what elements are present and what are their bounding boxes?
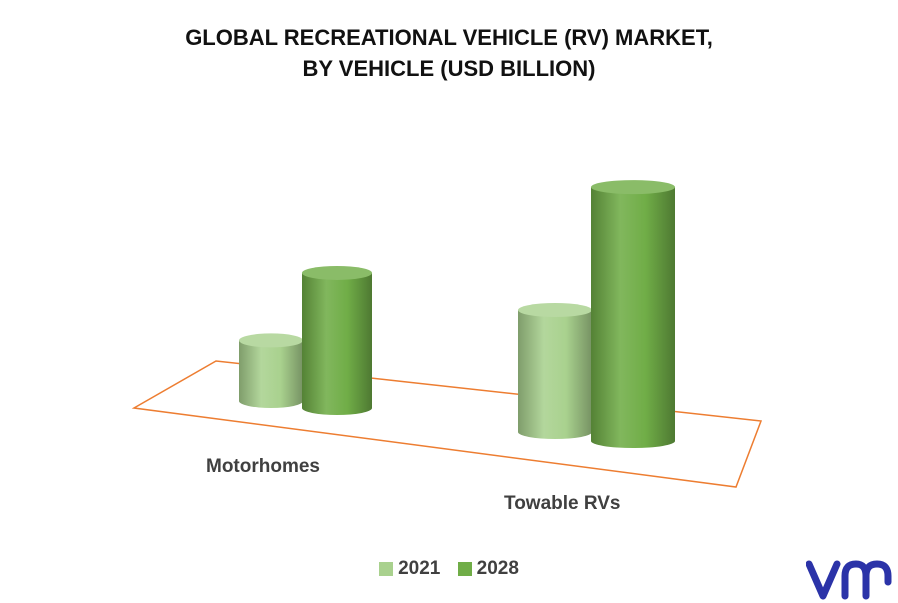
bar-body (591, 187, 675, 448)
bar-top (302, 265, 372, 280)
vmr-logo-icon (806, 560, 892, 600)
bar-body (302, 272, 372, 415)
legend-item-2028: 2028 (457, 558, 519, 580)
legend-item-2021: 2021 (379, 558, 440, 580)
chart-title-line-2: BY VEHICLE (USD BILLION) (302, 56, 596, 81)
bar-top (239, 333, 303, 348)
bar-top (518, 303, 592, 318)
bar-top (591, 180, 675, 195)
category-label-motorhomes: Motorhomes (206, 456, 320, 477)
legend-label-2028: 2028 (476, 558, 519, 579)
legend-swatch-2021 (379, 562, 394, 576)
bar-body (239, 340, 303, 408)
chart-bars (239, 180, 675, 448)
bar-towable-rvs-2028 (591, 180, 675, 448)
category-label-towable-rvs: Towable RVs (504, 493, 621, 514)
chart-title-line-1: GLOBAL RECREATIONAL VEHICLE (RV) MARKET, (185, 25, 713, 50)
bar-motorhomes-2021 (239, 333, 303, 408)
chart-title: GLOBAL RECREATIONAL VEHICLE (RV) MARKET,… (0, 22, 898, 84)
bar-body (518, 310, 592, 439)
legend-swatch-2028 (457, 562, 472, 576)
legend-label-2021: 2021 (398, 558, 441, 579)
bar-motorhomes-2028 (302, 265, 372, 415)
bar-towable-rvs-2021 (518, 303, 592, 439)
chart-floor (131, 360, 763, 488)
chart-legend: 2021 2028 (0, 558, 898, 582)
